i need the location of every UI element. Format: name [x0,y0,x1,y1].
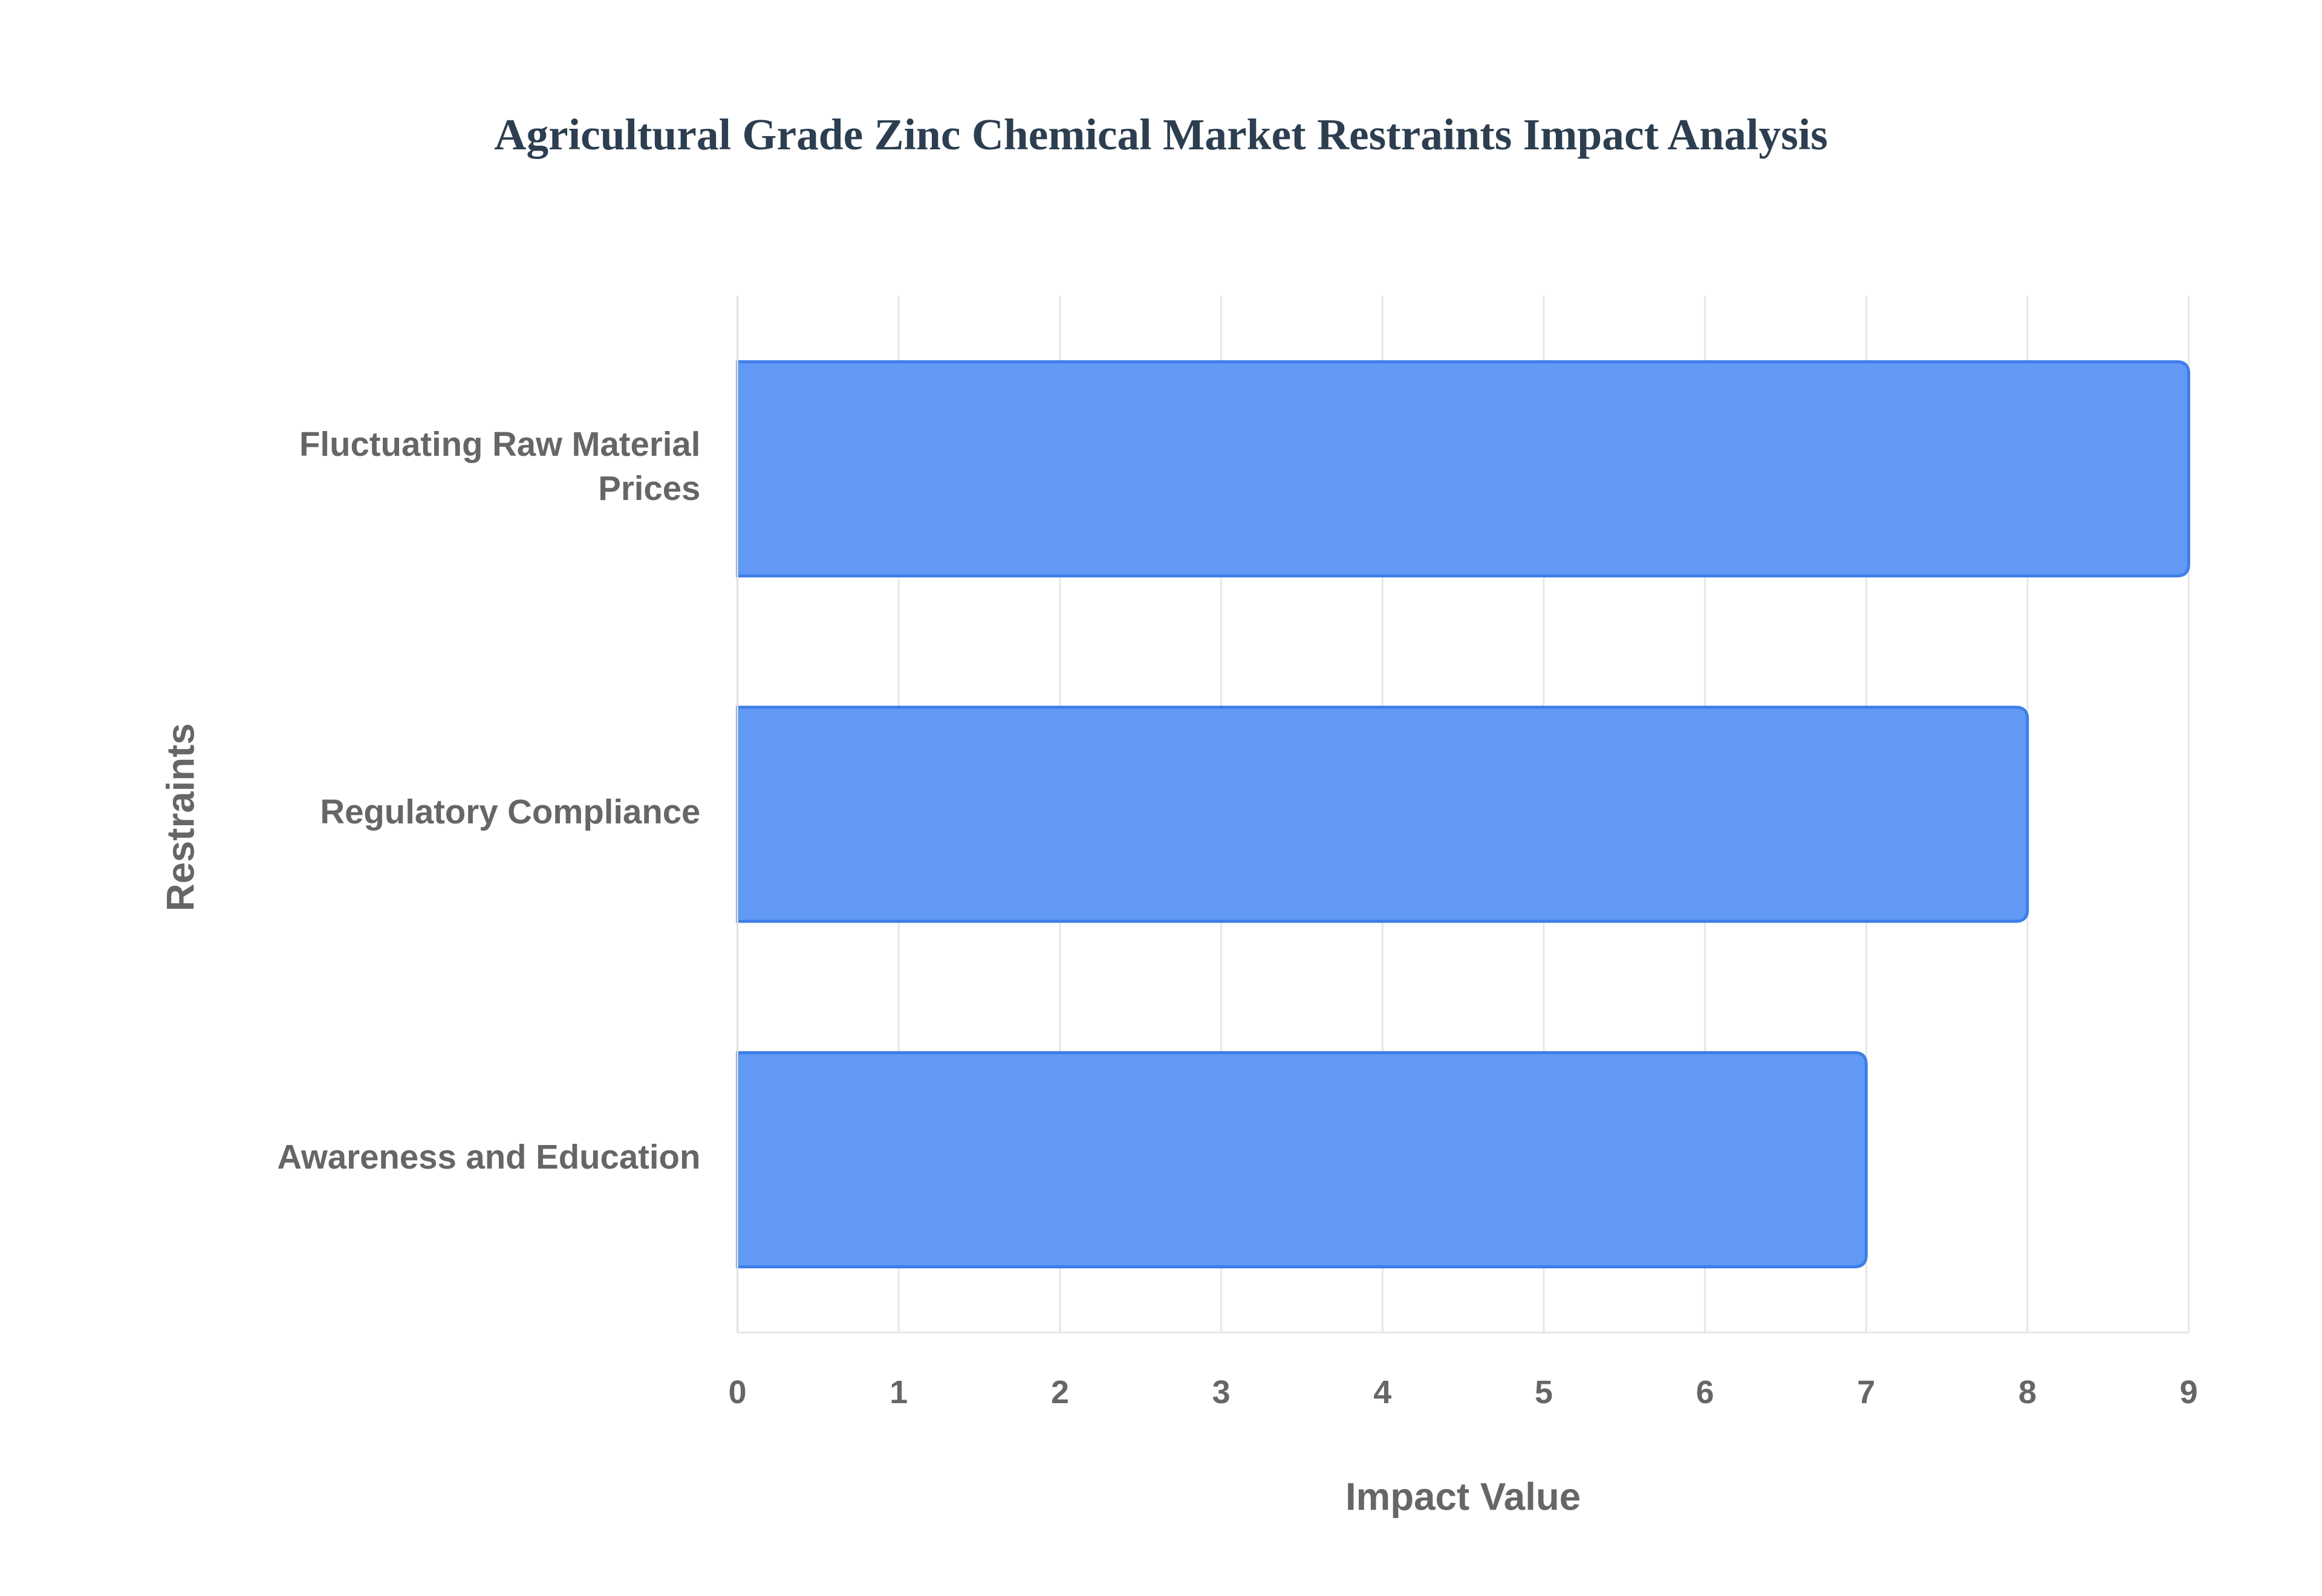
bar [736,706,2029,923]
y-tick-label: Awareness and Education [277,1138,700,1176]
x-tick-label: 3 [1212,1374,1231,1410]
chart-title: Agricultural Grade Zinc Chemical Market … [494,110,1827,159]
bar [736,360,2191,578]
x-tick-label: 0 [729,1374,747,1410]
bar [736,1051,1868,1268]
x-tick-label: 4 [1373,1374,1391,1410]
x-axis-title: Impact Value [1345,1476,1581,1519]
y-axis-title: Restraints [159,723,202,911]
x-tick-label: 1 [889,1374,908,1410]
x-tick-label: 9 [2180,1374,2198,1410]
x-tick-label: 8 [2018,1374,2037,1410]
x-tick-label: 7 [1857,1374,1875,1410]
y-tick-label: Fluctuating Raw Material Prices [299,425,700,507]
x-tick-label: 2 [1051,1374,1069,1410]
x-tick-label: 6 [1696,1374,1714,1410]
y-tick-label: Regulatory Compliance [320,793,700,831]
x-tick-label: 5 [1535,1374,1553,1410]
